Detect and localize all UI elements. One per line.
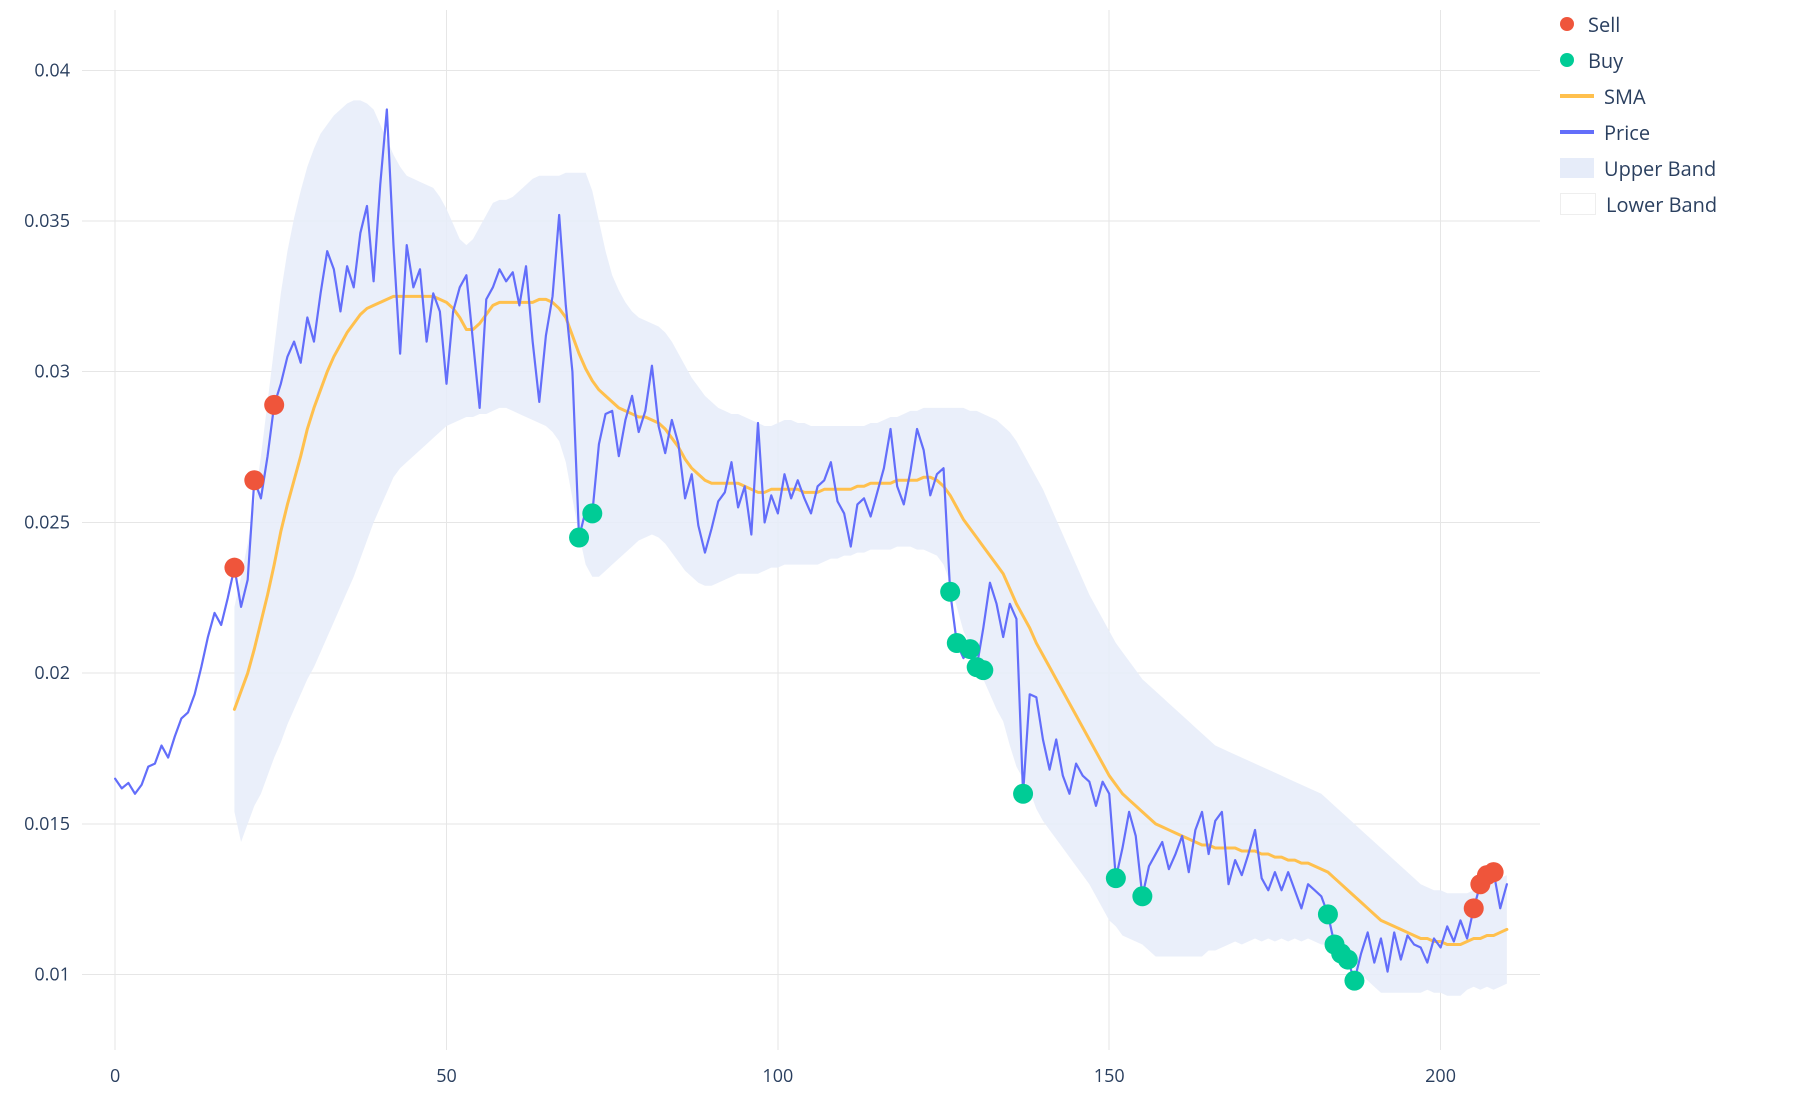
legend: Sell Buy SMA Price Upper Band Lower Band (1560, 10, 1717, 226)
legend-item-price[interactable]: Price (1560, 118, 1717, 146)
sell-marker (1484, 862, 1504, 882)
svg-text:0: 0 (110, 1064, 120, 1088)
legend-swatch-sma (1560, 94, 1594, 98)
svg-text:0.04: 0.04 (34, 58, 70, 82)
legend-swatch-price (1560, 130, 1594, 134)
buy-marker (1338, 950, 1358, 970)
legend-item-sell[interactable]: Sell (1560, 10, 1717, 38)
buy-marker (1106, 868, 1126, 888)
svg-text:0.025: 0.025 (24, 510, 70, 534)
band-area (234, 100, 1506, 995)
buy-marker (960, 639, 980, 659)
sell-marker (1464, 898, 1484, 918)
buy-marker (973, 660, 993, 680)
svg-text:200: 200 (1425, 1064, 1456, 1088)
sell-marker (264, 395, 284, 415)
legend-label-price: Price (1604, 119, 1650, 146)
svg-text:0.03: 0.03 (34, 360, 70, 384)
svg-text:50: 50 (436, 1064, 457, 1088)
legend-label-sma: SMA (1604, 83, 1646, 110)
legend-label-upper: Upper Band (1604, 155, 1716, 182)
svg-text:100: 100 (762, 1064, 793, 1088)
sell-marker (244, 470, 264, 490)
buy-marker (582, 503, 602, 523)
buy-marker (569, 528, 589, 548)
buy-marker (1318, 904, 1338, 924)
chart-container: 0 50 100 150 200 0.01 0.015 0.02 0.025 0.03 0.035 0… (0, 0, 1800, 1100)
buy-marker (1013, 784, 1033, 804)
legend-swatch-sell (1560, 17, 1574, 31)
svg-text:0.01: 0.01 (34, 963, 70, 987)
legend-label-lower: Lower Band (1606, 191, 1717, 218)
legend-swatch-buy (1560, 53, 1574, 67)
legend-item-buy[interactable]: Buy (1560, 46, 1717, 74)
svg-text:150: 150 (1094, 1064, 1125, 1088)
buy-marker (1132, 886, 1152, 906)
legend-item-upper-band[interactable]: Upper Band (1560, 154, 1717, 182)
legend-swatch-lower (1560, 193, 1596, 215)
buy-marker (1344, 971, 1364, 991)
svg-text:0.02: 0.02 (34, 661, 70, 685)
legend-label-sell: Sell (1588, 11, 1620, 38)
legend-item-sma[interactable]: SMA (1560, 82, 1717, 110)
legend-swatch-upper (1560, 158, 1594, 178)
svg-text:0.035: 0.035 (24, 209, 70, 233)
legend-label-buy: Buy (1588, 47, 1623, 74)
legend-item-lower-band[interactable]: Lower Band (1560, 190, 1717, 218)
sell-marker (224, 558, 244, 578)
svg-text:0.015: 0.015 (24, 812, 70, 836)
buy-marker (940, 582, 960, 602)
chart-svg: 0 50 100 150 200 0.01 0.015 0.02 0.025 0.03 0.035 0… (0, 0, 1800, 1100)
